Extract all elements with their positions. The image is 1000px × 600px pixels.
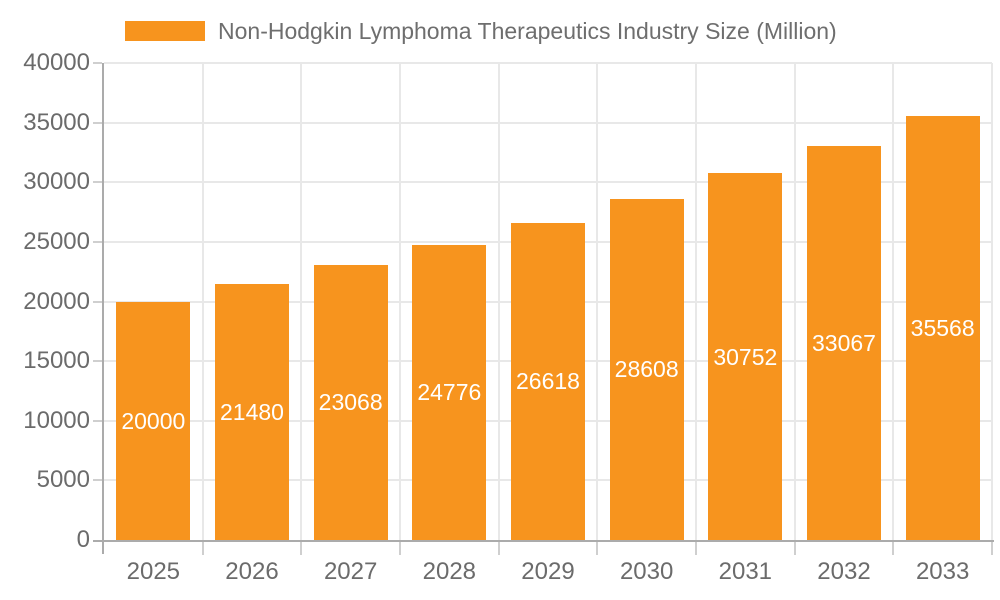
- x-axis-label: 2028: [422, 558, 477, 585]
- y-axis-tick: [93, 240, 102, 243]
- y-axis-label: 5000: [36, 466, 90, 494]
- y-gridline: [104, 181, 992, 184]
- y-axis-label: 40000: [23, 49, 90, 76]
- y-axis-tick: [93, 479, 102, 482]
- y-axis-label: 15000: [23, 347, 90, 375]
- bar[interactable]: 35568: [905, 115, 980, 540]
- bar[interactable]: 30752: [708, 173, 783, 540]
- x-axis-tick: [793, 542, 796, 555]
- x-gridline: [201, 63, 204, 540]
- x-gridline: [497, 63, 500, 540]
- x-axis-label: 2031: [718, 558, 773, 585]
- bar-value-label: 28608: [614, 356, 679, 383]
- y-axis-label: 30000: [23, 168, 90, 196]
- y-axis-tick: [93, 121, 102, 124]
- bar[interactable]: 20000: [116, 301, 191, 540]
- y-axis-label: 10000: [23, 406, 90, 434]
- x-gridline: [793, 63, 796, 540]
- bar-value-label: 24776: [417, 379, 482, 406]
- x-axis-label: 2026: [225, 558, 279, 585]
- x-gridline: [991, 63, 993, 540]
- x-axis-label: 2029: [521, 558, 575, 585]
- y-axis-tick: [93, 62, 102, 64]
- x-gridline: [300, 63, 303, 540]
- x-axis-label: 2025: [126, 558, 181, 585]
- x-axis-tick: [991, 542, 993, 555]
- bar-value-label: 35568: [910, 314, 975, 341]
- x-gridline: [892, 63, 895, 540]
- x-axis-tick: [892, 542, 895, 555]
- y-gridline: [104, 62, 992, 64]
- bar-value-label: 33067: [812, 329, 876, 356]
- x-axis-tick: [201, 542, 204, 555]
- bar-value-label: 30752: [713, 343, 778, 370]
- y-axis-tick: [93, 360, 102, 363]
- y-axis-label: 20000: [23, 287, 90, 315]
- legend-item[interactable]: Non-Hodgkin Lymphoma Therapeutics Indust…: [125, 18, 837, 44]
- bar[interactable]: 24776: [412, 244, 487, 540]
- x-axis-label: 2030: [619, 558, 674, 585]
- y-axis-tick: [93, 181, 102, 184]
- bar[interactable]: 21480: [215, 283, 289, 540]
- x-axis-tick: [497, 542, 500, 555]
- x-axis-tick: [399, 542, 401, 555]
- x-axis-tick: [300, 542, 303, 555]
- x-axis-label: 2033: [915, 558, 970, 585]
- x-gridline: [596, 63, 599, 540]
- x-axis-tick: [596, 542, 599, 555]
- y-axis-label: 25000: [23, 227, 90, 255]
- x-axis-label: 2032: [817, 558, 871, 585]
- legend-label: Non-Hodgkin Lymphoma Therapeutics Indust…: [218, 18, 837, 44]
- x-axis-tick: [695, 542, 697, 555]
- x-gridline: [399, 63, 401, 540]
- x-axis-label: 2027: [323, 558, 378, 585]
- bar[interactable]: 23068: [313, 264, 388, 540]
- y-gridline: [104, 121, 992, 124]
- bar[interactable]: 33067: [807, 145, 881, 540]
- bar-value-label: 20000: [121, 407, 186, 434]
- bar[interactable]: 28608: [609, 198, 684, 540]
- bar-value-label: 21480: [220, 398, 284, 425]
- x-axis-line: [93, 540, 994, 542]
- bar-value-label: 26618: [516, 368, 580, 395]
- y-axis-label: 0: [76, 526, 90, 553]
- y-axis-label: 35000: [23, 108, 90, 136]
- x-gridline: [695, 63, 697, 540]
- y-axis-tick: [93, 300, 102, 303]
- y-axis-tick: [93, 419, 102, 422]
- y-axis-line: [102, 63, 104, 554]
- bar[interactable]: 26618: [511, 222, 585, 540]
- legend-swatch-icon: [125, 21, 205, 41]
- bar-value-label: 23068: [318, 389, 383, 416]
